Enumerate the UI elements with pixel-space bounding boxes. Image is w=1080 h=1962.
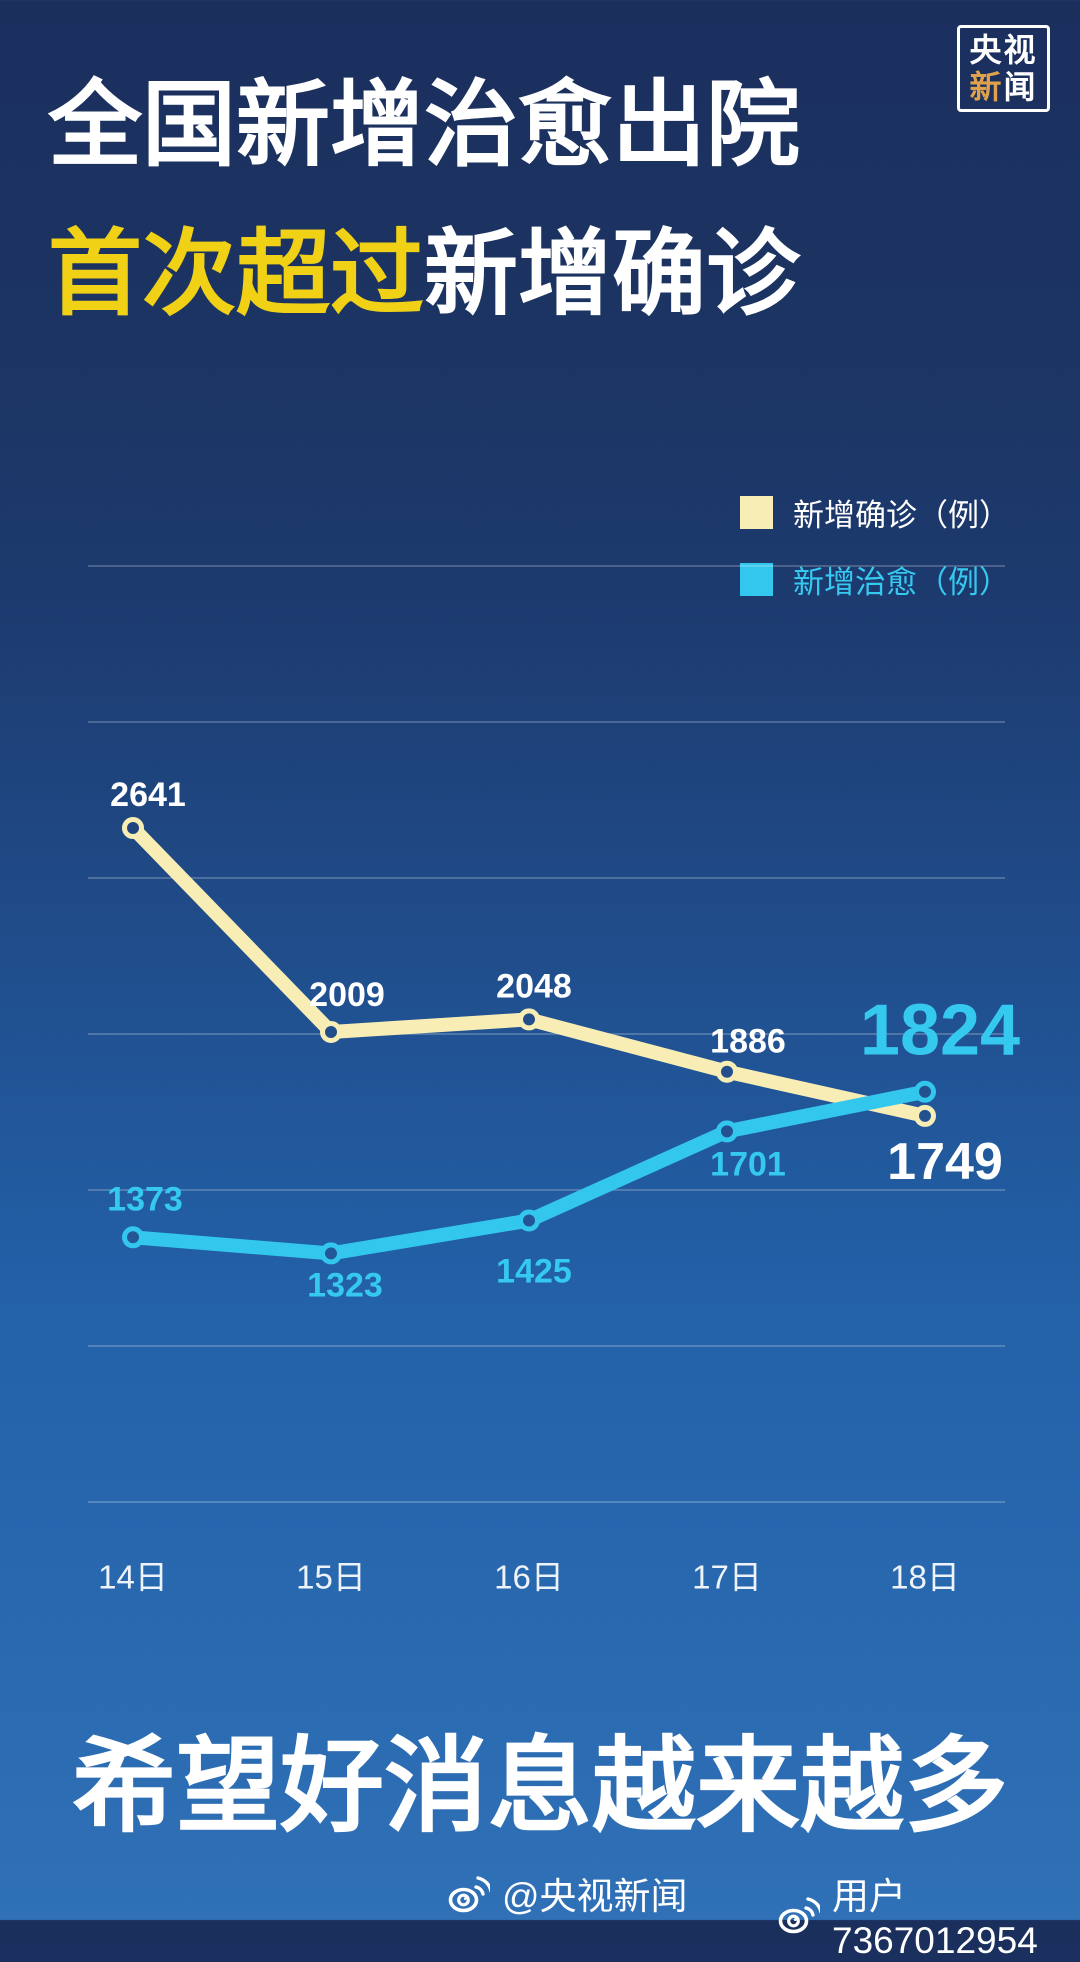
weibo-icon [778,1897,820,1934]
data-label: 1425 [496,1253,572,1291]
x-axis-label: 16日 [494,1559,564,1596]
legend-label-cured: 新增治愈（例） [793,565,1010,600]
data-label: 2009 [309,976,385,1014]
data-point [122,1226,144,1249]
data-label: 2641 [110,776,186,814]
footer-source-handle: @央视新闻 [502,1876,688,1917]
x-axis-label: 17日 [692,1559,762,1596]
weibo-icon [448,1876,490,1913]
headline-line1: 全国新增治愈出院 [48,72,801,177]
trend-chart: 2641 2009 2048 1886 1749 1373 1323 1425 1701 1824… [88,565,1020,1596]
legend-swatch-confirmed [740,496,773,529]
legend-label-confirmed: 新增确诊（例） [793,498,1010,533]
data-point [716,1120,738,1143]
legend: 新增确诊（例） 新增治愈（例） [740,490,1010,602]
data-point [518,1209,540,1232]
data-label: 1824 [860,991,1020,1071]
logo-line2: 新闻 [969,69,1037,106]
x-axis-label: 15日 [296,1559,366,1596]
x-axis-label: 14日 [98,1559,168,1596]
data-point [716,1060,738,1083]
data-label: 1323 [307,1266,383,1304]
legend-swatch-cured [740,563,773,596]
headline: 全国新增治愈出院 首次超过新增确诊 [48,78,800,321]
data-point [518,1008,540,1031]
data-point [914,1080,936,1103]
slogan: 希望好消息越来越多 [71,1729,1008,1845]
poster: { "logo": { "line1": "央视", "line2_accent… [0,0,1080,1920]
cctv-news-logo: 央视 新闻 [957,25,1050,112]
x-axis-label: 18日 [890,1559,960,1596]
footer-user-handle: 用户7367012954 [832,1876,1038,1961]
data-label: 1749 [887,1133,1003,1191]
data-point [914,1104,936,1127]
logo-rest-char: 闻 [1003,68,1038,105]
data-label: 1701 [710,1145,786,1183]
headline-line2-rest: 新增确诊 [424,221,801,326]
logo-line1: 央视 [969,31,1038,68]
footer-source: @央视新闻 [448,1866,688,1920]
data-label: 1886 [710,1023,786,1061]
headline-line2: 首次超过新增确诊 [48,227,800,321]
legend-item-cured: 新增治愈（例） [740,557,1010,602]
data-label: 1373 [107,1180,183,1218]
logo-accent-char: 新 [969,68,1004,105]
headline-highlight: 首次超过 [48,221,425,326]
footer-user: 用户7367012954 [778,1866,1080,1962]
data-point [320,1242,342,1265]
data-point [320,1021,342,1043]
legend-item-confirmed: 新增确诊（例） [740,490,1010,535]
data-label: 2048 [496,967,572,1005]
data-point [122,816,144,839]
